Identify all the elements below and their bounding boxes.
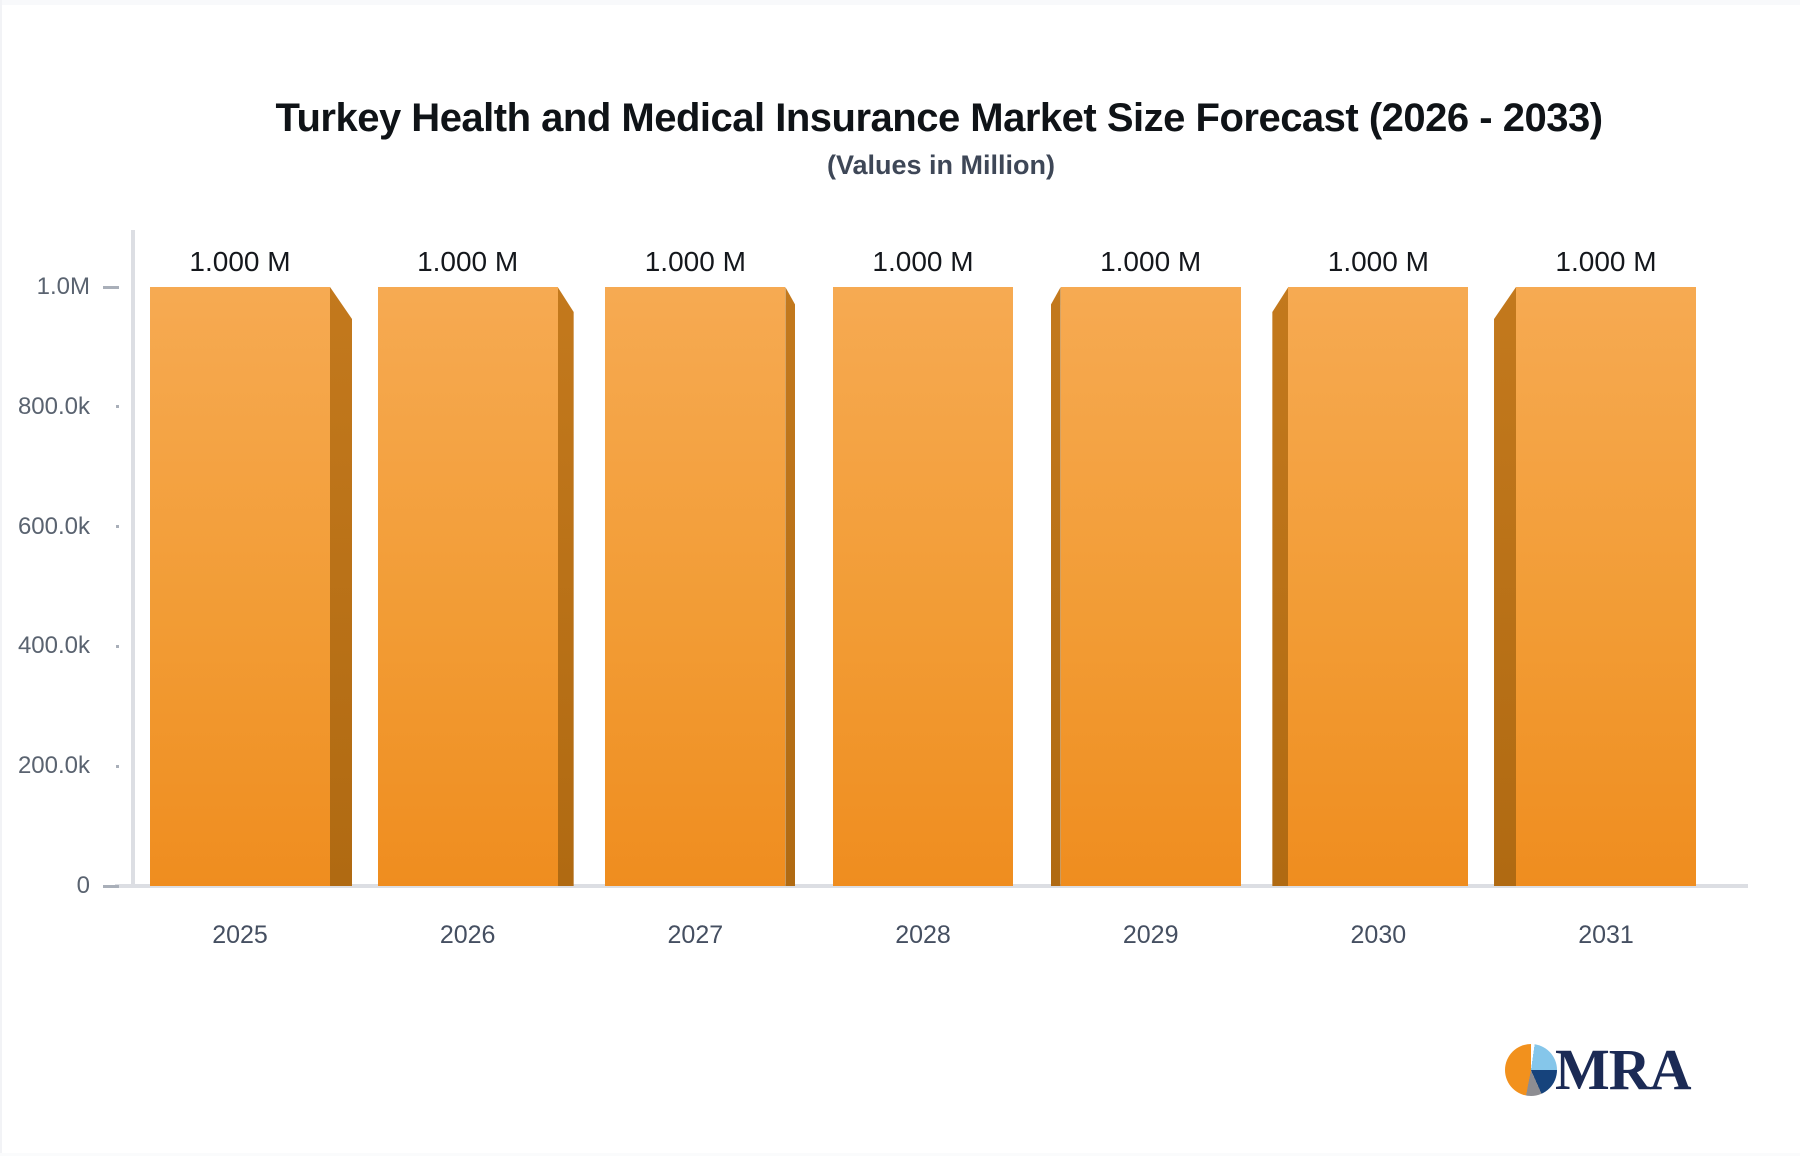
x-axis-label-2025: 2025 [212, 921, 268, 949]
bar-value-label-2028: 1.000 M [872, 246, 974, 277]
y-axis-tick-mark [103, 884, 119, 888]
chart-title: Turkey Health and Medical Insurance Mark… [275, 96, 1603, 140]
bar-value-label-2027: 1.000 M [644, 246, 746, 277]
y-axis-tick-label-200.0k: 200.0k [17, 752, 90, 780]
y-axis-tick-mark [103, 285, 119, 289]
page-top-edge [0, 0, 1800, 5]
bar-2029[interactable] [1060, 287, 1241, 886]
bar-2026[interactable] [377, 287, 558, 886]
bar-2031[interactable] [1516, 287, 1697, 886]
bar-value-label-2029: 1.000 M [1100, 246, 1202, 277]
bar-3d-side-2027 [785, 287, 796, 886]
y-axis-tick-mark [116, 525, 119, 529]
y-axis-tick-label-0: 0 [76, 872, 90, 899]
bar-3d-side-2029 [1050, 287, 1061, 886]
y-axis-tick-label-1.0M: 1.0M [36, 273, 90, 300]
y-axis-tick-mark [116, 405, 119, 409]
bar-2027[interactable] [605, 287, 786, 886]
chart-subtitle: (Values in Million) [826, 150, 1056, 180]
x-axis-label-2026: 2026 [439, 921, 496, 949]
y-axis-tick-mark [116, 764, 119, 768]
bar-3d-side-2031 [1494, 287, 1517, 886]
y-axis-tick-label-600.0k: 600.0k [17, 512, 90, 540]
x-axis-label-2029: 2029 [1122, 921, 1179, 949]
bar-value-label-2025: 1.000 M [189, 246, 291, 277]
page-left-edge [0, 0, 2, 1156]
x-axis-label-2028: 2028 [895, 921, 951, 949]
y-axis-tick-label-800.0k: 800.0k [17, 392, 90, 420]
page-bottom-edge [0, 1153, 1800, 1156]
mra-logo: MRA [1505, 1036, 1705, 1102]
y-axis-tick-label-400.0k: 400.0k [17, 632, 90, 660]
mra-logo-text: MRA [1555, 1037, 1692, 1102]
bar-value-label-2031: 1.000 M [1555, 246, 1657, 277]
bar-3d-side-2030 [1272, 287, 1289, 886]
bar-3d-side-2026 [557, 287, 574, 886]
bar-2028[interactable] [833, 287, 1013, 886]
bar-value-label-2030: 1.000 M [1327, 246, 1429, 277]
x-axis-label-2031: 2031 [1578, 921, 1634, 949]
mra-pie-chart-icon [1505, 1044, 1557, 1096]
x-axis-label-2030: 2030 [1350, 921, 1407, 949]
y-axis-tick-mark [116, 644, 119, 648]
x-axis-label-2027: 2027 [667, 921, 724, 949]
x-axis-line [115, 884, 1748, 888]
bar-value-label-2026: 1.000 M [417, 246, 519, 277]
bar-2030[interactable] [1288, 287, 1469, 886]
bar-3d-side-2025 [330, 287, 352, 886]
y-axis-line [131, 230, 135, 886]
bar-2025[interactable] [150, 287, 330, 886]
